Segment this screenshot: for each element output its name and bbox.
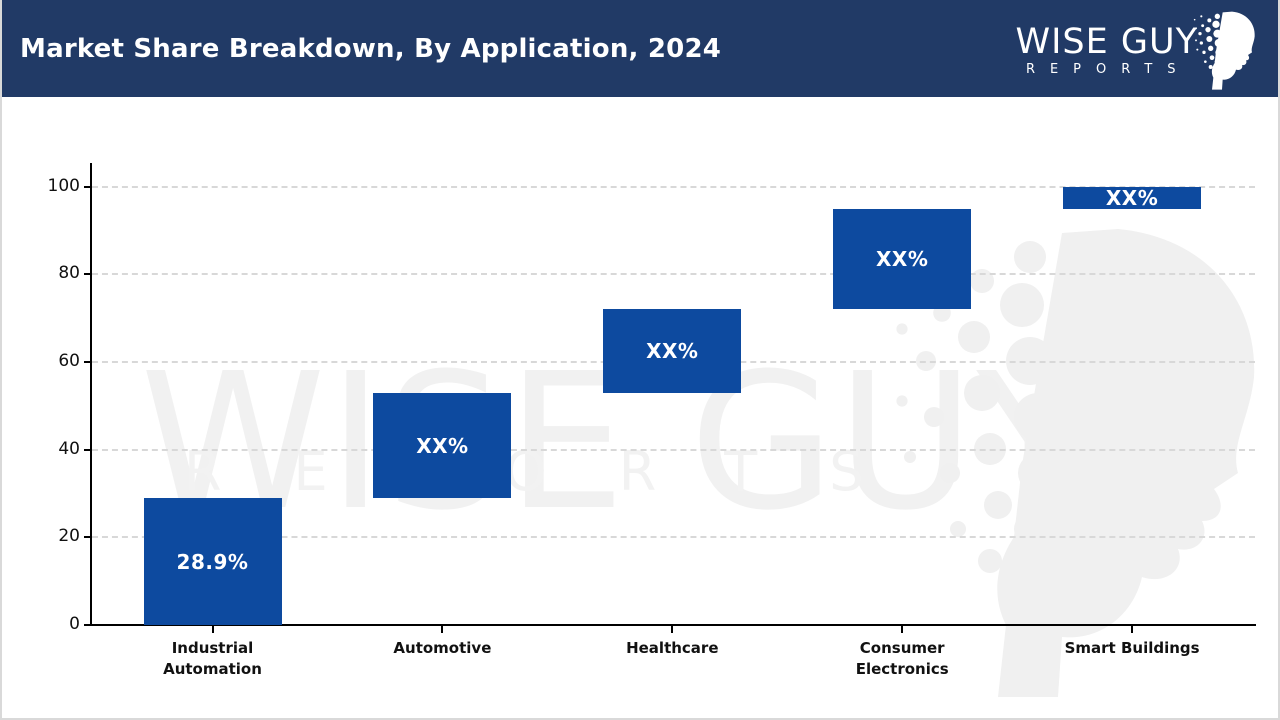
y-tick-label-40: 40 bbox=[58, 438, 80, 459]
chart-area: WISE GUY REPORTS 0 20 40 60 80 100 28.9% Indust… bbox=[2, 97, 1278, 718]
x-category-label: Industrial Automation bbox=[163, 639, 262, 678]
bar-value-label: XX% bbox=[1105, 186, 1159, 211]
y-axis-spine bbox=[90, 163, 92, 626]
bar-consumer-electronics: XX% bbox=[833, 209, 972, 309]
logo-subtitle: REPORTS bbox=[1025, 62, 1191, 77]
bar-healthcare: XX% bbox=[603, 308, 742, 394]
watermark-subtitle: REPORTS bbox=[184, 440, 936, 503]
x-category-label: Healthcare bbox=[626, 639, 719, 657]
logo-face-icon bbox=[1193, 11, 1255, 90]
header-bar: Market Share Breakdown, By Application, … bbox=[2, 0, 1278, 97]
y-tickmark-100 bbox=[84, 185, 91, 188]
y-tickmark-20 bbox=[84, 536, 91, 539]
x-tickmark-4 bbox=[1131, 626, 1134, 633]
x-axis-spine bbox=[90, 624, 1256, 626]
bar-industrial-automation: 28.9% bbox=[143, 498, 282, 625]
x-category-label: Automotive bbox=[393, 639, 492, 657]
gridline-20 bbox=[92, 536, 1255, 539]
y-tick-label-0: 0 bbox=[69, 614, 80, 634]
gridline-40 bbox=[92, 448, 1255, 451]
gridline-100 bbox=[92, 185, 1255, 188]
bar-automotive: XX% bbox=[373, 393, 512, 499]
y-tick-label-20: 20 bbox=[58, 526, 80, 547]
x-category-label: Smart Buildings bbox=[1064, 639, 1200, 657]
bar-value-label: XX% bbox=[416, 433, 469, 458]
x-category-label: Consumer Electronics bbox=[855, 639, 949, 678]
x-tickmark-3 bbox=[901, 626, 904, 633]
y-tickmark-80 bbox=[84, 273, 91, 276]
watermark-face-icon bbox=[889, 229, 1255, 697]
logo-wordmark: WISE GUY bbox=[1015, 22, 1198, 62]
y-tickmark-0 bbox=[84, 624, 91, 626]
wiseguy-logo: WISE GUY REPORTS bbox=[1015, 8, 1262, 94]
bar-value-label: XX% bbox=[646, 339, 699, 364]
x-tickmark-2 bbox=[671, 626, 674, 633]
chart-title: Market Share Breakdown, By Application, … bbox=[20, 33, 722, 64]
y-tickmark-40 bbox=[84, 448, 91, 451]
bar-smart-buildings: XX% bbox=[1063, 186, 1202, 211]
gridline-80 bbox=[92, 273, 1255, 276]
x-tickmark-1 bbox=[441, 626, 444, 633]
y-tick-label-60: 60 bbox=[58, 351, 80, 372]
y-tick-label-80: 80 bbox=[58, 263, 80, 284]
y-tickmark-60 bbox=[84, 361, 91, 364]
x-tickmark-0 bbox=[211, 626, 214, 633]
y-tick-label-100: 100 bbox=[47, 175, 80, 196]
bar-value-label: 28.9% bbox=[176, 549, 249, 574]
bar-value-label: XX% bbox=[875, 247, 929, 272]
